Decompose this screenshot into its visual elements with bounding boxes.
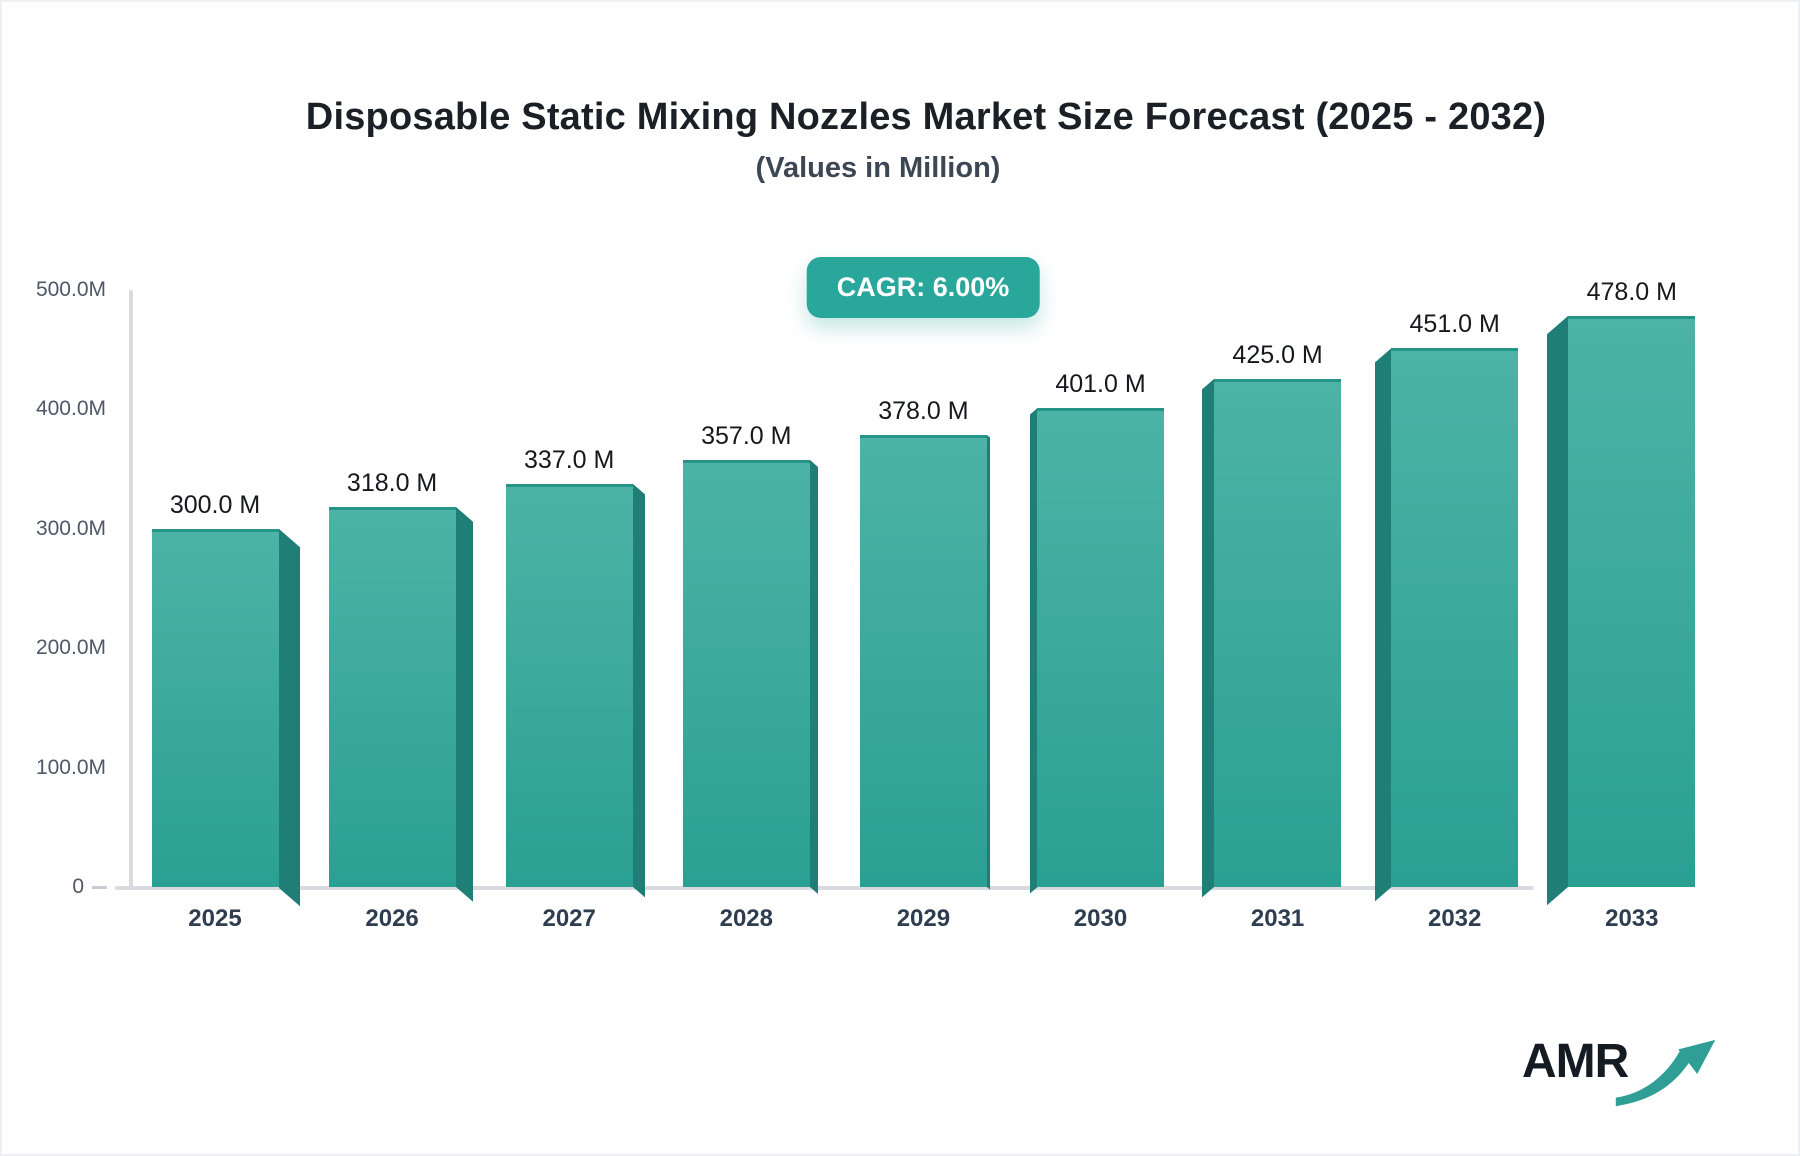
bar-side-panel: [1202, 379, 1215, 898]
x-axis-label: 2026: [365, 905, 419, 932]
bar-side-panel: [455, 506, 473, 902]
x-axis-label: 2027: [542, 905, 596, 932]
cagr-badge: CAGR: 6.00%: [806, 257, 1040, 318]
bar-value-label: 300.0 M: [169, 490, 261, 519]
bar-value-label: 318.0 M: [346, 468, 438, 497]
x-axis-label: 2032: [1427, 905, 1482, 932]
y-axis-line: [129, 290, 133, 890]
y-axis-label: 500.0M: [35, 277, 106, 301]
bar[interactable]: [859, 435, 987, 887]
zero-tick-icon: [92, 886, 107, 889]
x-axis-label: 2028: [719, 905, 773, 932]
bar-value-label: 401.0 M: [1055, 369, 1146, 398]
x-axis-label: 2031: [1250, 905, 1305, 932]
chart-title: Disposable Static Mixing Nozzles Market …: [305, 96, 1547, 138]
bar-side-panel: [1029, 407, 1037, 894]
amr-logo-text: AMR: [1522, 1035, 1629, 1088]
bar-value-label: 451.0 M: [1409, 310, 1500, 339]
bar-value-label: 425.0 M: [1232, 341, 1323, 370]
bar-side-panel: [986, 435, 990, 890]
x-axis-line: [115, 886, 1534, 890]
bar-side-panel: [278, 528, 300, 906]
x-axis-label: 2025: [188, 905, 242, 932]
bar[interactable]: [682, 460, 810, 887]
y-axis-label: 100.0M: [35, 755, 106, 779]
growth-arrow-icon: [1615, 1039, 1716, 1107]
bar[interactable]: [505, 484, 633, 887]
bar-side-panel: [1547, 315, 1569, 906]
y-axis-label: 400.0M: [35, 397, 106, 420]
bar-side-panel: [1374, 348, 1392, 902]
bar-value-label: 378.0 M: [878, 397, 969, 426]
x-axis-label: 2033: [1605, 905, 1659, 932]
bar-side-panel: [809, 460, 818, 894]
chart-subtitle: (Values in Million): [755, 152, 1001, 184]
x-axis-label: 2029: [896, 905, 951, 932]
bar-side-panel: [632, 484, 645, 898]
bar-value-label: 357.0 M: [701, 422, 792, 451]
x-axis-label: 2030: [1073, 905, 1128, 932]
bar-value-label: 478.0 M: [1586, 277, 1677, 306]
bar[interactable]: [328, 506, 456, 887]
bar-value-label: 337.0 M: [524, 446, 615, 475]
bar[interactable]: [1214, 379, 1342, 887]
bar[interactable]: [1037, 407, 1164, 887]
bar[interactable]: [1391, 348, 1519, 887]
bar[interactable]: [1568, 315, 1696, 887]
y-axis-label: 200.0M: [35, 636, 106, 659]
y-axis-label: 0: [72, 875, 84, 898]
bar[interactable]: [151, 528, 279, 887]
amr-logo: AMR: [1522, 1034, 1722, 1114]
y-axis-label: 300.0M: [35, 516, 106, 540]
